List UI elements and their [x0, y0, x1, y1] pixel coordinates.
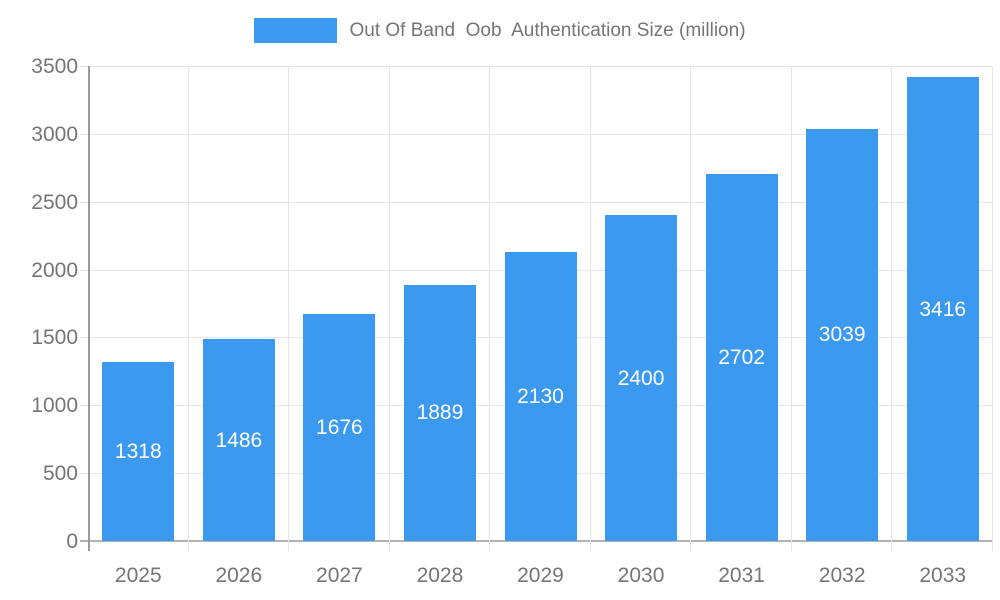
x-tick-label: 2028 — [416, 564, 464, 587]
x-gridline — [891, 66, 892, 551]
y-tick-label: 3000 — [31, 122, 78, 146]
y-tick-label: 0 — [66, 530, 78, 553]
y-gridline — [80, 133, 993, 135]
x-tick-label: 2027 — [316, 564, 363, 587]
bar-value-label: 1486 — [215, 428, 263, 452]
x-tick-label: 2026 — [215, 564, 263, 587]
x-gridline — [791, 66, 792, 551]
x-tick-label: 2029 — [517, 564, 564, 587]
x-gridline — [992, 66, 993, 551]
bar-value-label: 2130 — [517, 384, 564, 408]
bar-value-label: 2702 — [718, 346, 765, 370]
y-tick-label: 2500 — [31, 190, 78, 214]
bar-value-label: 2400 — [617, 366, 665, 390]
y-tick-label: 500 — [42, 462, 78, 486]
y-axis-line — [88, 66, 90, 551]
y-tick-label: 1000 — [31, 394, 78, 418]
bar-2030[interactable]: 2400 — [605, 215, 678, 541]
legend-label: Out Of Band Oob Authentication Size (mil… — [349, 19, 746, 41]
x-tick-label: 2033 — [919, 564, 967, 587]
x-tick-label: 2025 — [114, 564, 162, 587]
y-tick-label: 1500 — [31, 326, 78, 350]
x-gridline — [188, 66, 189, 551]
bar-2029[interactable]: 2130 — [504, 251, 577, 541]
bar-2033[interactable]: 3416 — [906, 77, 979, 541]
x-gridline — [489, 66, 490, 551]
bar-value-label: 1889 — [416, 401, 464, 425]
x-tick-label: 2031 — [718, 564, 765, 587]
bar-value-label: 3416 — [919, 297, 967, 321]
plot-area: 0 500 1000 1500 2000 2500 3000 3500 1318 2025 1486… — [31, 56, 993, 586]
bar-value-label: 1676 — [316, 415, 363, 439]
x-gridline — [288, 66, 289, 551]
bar-2026[interactable]: 1486 — [202, 339, 275, 541]
y-gridline — [80, 66, 993, 67]
y-tick-label: 2000 — [31, 258, 78, 282]
legend[interactable]: Out Of Band Oob Authentication Size (mil… — [0, 18, 1000, 43]
y-gridline — [80, 201, 993, 203]
x-gridline — [590, 66, 591, 551]
bar-2032[interactable]: 3039 — [806, 128, 879, 541]
bar-2025[interactable]: 1318 — [102, 362, 175, 541]
x-axis-baseline — [80, 540, 993, 542]
bar-2028[interactable]: 1889 — [403, 284, 476, 541]
bar-value-label: 1318 — [114, 440, 162, 464]
y-tick-label: 3500 — [31, 55, 78, 78]
bar-2031[interactable]: 2702 — [705, 174, 778, 541]
legend-swatch — [254, 18, 338, 43]
x-tick-label: 2030 — [617, 564, 665, 587]
bar-value-label: 3039 — [818, 323, 866, 347]
x-gridline — [690, 66, 691, 551]
x-gridline — [389, 66, 390, 551]
x-tick-label: 2032 — [818, 564, 866, 587]
bar-2027[interactable]: 1676 — [303, 313, 376, 541]
